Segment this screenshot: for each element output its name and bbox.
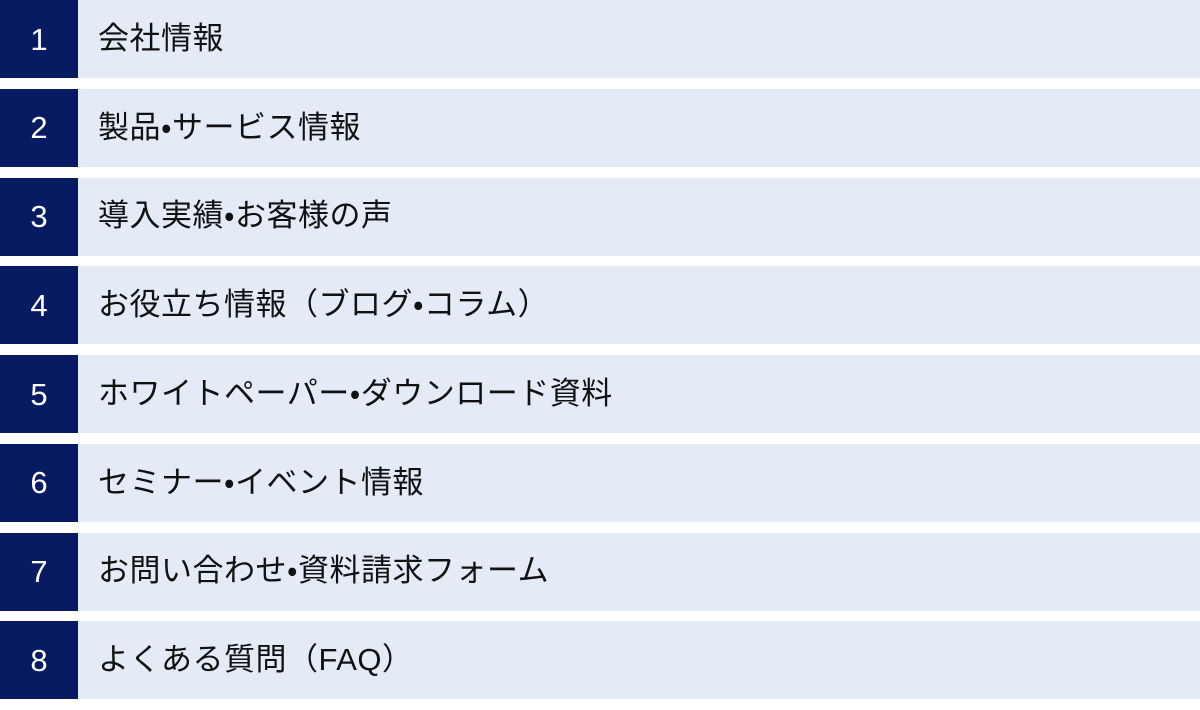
list-item-label: お役立ち情報（ブログ・コラム） [98, 287, 550, 323]
list-item-number: 5 [0, 355, 78, 433]
row-divider [0, 433, 1200, 444]
list-item-label: セミナー・イベント情報 [98, 464, 425, 500]
list-item-label: よくある質問（FAQ） [98, 642, 414, 678]
list-item[interactable]: 7 お問い合わせ・資料請求フォーム [0, 532, 1200, 611]
list-item-label: 製品・サービス情報 [98, 109, 362, 145]
list-item-number: 1 [0, 0, 78, 78]
list-item[interactable]: 1 会社情報 [0, 0, 1200, 78]
list-item-label: ホワイトペーパー・ダウンロード資料 [98, 375, 613, 411]
list-item-number: 7 [0, 532, 78, 611]
row-divider [0, 255, 1200, 267]
list-item-number: 8 [0, 621, 78, 700]
list-item-number: 6 [0, 443, 78, 522]
row-divider [0, 521, 1200, 533]
row-divider [0, 78, 1200, 89]
list-item[interactable]: 5 ホワイトペーパー・ダウンロード資料 [0, 355, 1200, 433]
list-item-number: 3 [0, 177, 78, 256]
list-item-label: 導入実績・お客様の声 [98, 198, 393, 234]
list-item-number: 2 [0, 88, 78, 167]
list-item[interactable]: 4 お役立ち情報（ブログ・コラム） [0, 266, 1200, 345]
row-divider [0, 344, 1200, 355]
list-item[interactable]: 8 よくある質問（FAQ） [0, 621, 1200, 700]
list-item[interactable]: 6 セミナー・イベント情報 [0, 443, 1200, 522]
list-item[interactable]: 2 製品・サービス情報 [0, 88, 1200, 167]
list-item-label: 会社情報 [98, 20, 224, 56]
list-item-label: お問い合わせ・資料請求フォーム [98, 553, 550, 589]
row-divider [0, 610, 1200, 622]
row-divider [0, 166, 1200, 178]
list-item-number: 4 [0, 266, 78, 345]
list-item[interactable]: 3 導入実績・お客様の声 [0, 177, 1200, 256]
